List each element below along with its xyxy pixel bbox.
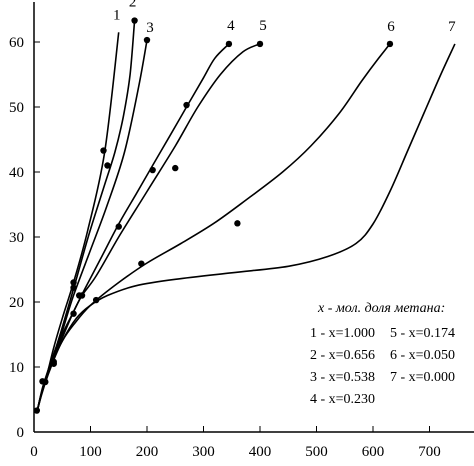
- tick-marks: 0 100 200 300 400 500 600 700 0 10 20 30 40 50 60: [9, 35, 441, 460]
- data-point-6: [138, 260, 145, 267]
- data-point-3: [143, 36, 151, 44]
- x-tick-label: 700: [418, 444, 441, 460]
- data-point-4: [225, 40, 233, 48]
- x-tick-label: 0: [30, 444, 38, 460]
- data-point-5: [33, 407, 41, 414]
- data-point-4: [115, 223, 122, 230]
- data-point-6: [234, 220, 241, 227]
- x-tick-label: 400: [249, 444, 272, 460]
- series-line-7: [36, 43, 456, 413]
- series-line-1: [36, 32, 120, 413]
- data-point-3: [42, 378, 49, 386]
- curve-label-4: 4: [227, 18, 235, 34]
- series-line-5: [36, 43, 261, 413]
- series-line-4: [36, 43, 230, 413]
- legend-item-5: 5 - x=0.174: [390, 326, 455, 341]
- legend-item-1: 1 - x=1.000: [310, 326, 375, 341]
- data-point-5: [256, 40, 264, 48]
- x-tick-label: 100: [79, 444, 102, 460]
- data-point-3: [104, 162, 111, 169]
- y-tick-label: 40: [9, 165, 24, 181]
- x-tick-label: 500: [305, 444, 328, 460]
- y-tick-label: 60: [9, 35, 24, 51]
- legend-item-2: 2 - x=0.656: [310, 348, 375, 363]
- data-point-3: [70, 279, 77, 286]
- x-tick-label: 300: [192, 444, 215, 460]
- curve-label-7: 7: [448, 19, 456, 35]
- x-tick-label: 600: [362, 444, 385, 460]
- curve-label-2: 2: [129, 0, 137, 11]
- data-point-6: [386, 40, 394, 48]
- series-markers: [33, 17, 394, 414]
- curve-label-5: 5: [259, 18, 267, 34]
- legend-item-7: 7 - x=0.000: [390, 370, 455, 385]
- axes: 0 100 200 300 400 500 600 700 0 10 20 30 40 50 60: [9, 2, 474, 460]
- curve-labels: 123 4 5 6 7: [113, 0, 456, 36]
- legend-item-6: 6 - x=0.050: [390, 348, 455, 363]
- y-tick-label: 10: [9, 360, 24, 376]
- data-point-2: [131, 17, 138, 24]
- data-point-6: [92, 296, 100, 304]
- data-point-5: [50, 360, 57, 367]
- legend-item-4: 4 - x=0.230: [310, 392, 375, 407]
- data-point-5: [172, 164, 179, 172]
- data-point-2: [100, 147, 107, 154]
- data-point-4: [70, 310, 77, 317]
- curve-label-1: 1: [113, 7, 121, 23]
- data-point-4: [149, 166, 156, 174]
- y-tick-label: 20: [9, 295, 24, 311]
- data-point-4: [183, 101, 190, 109]
- legend: x - мол. доля метана: 1 - x=1.000 5 - x=…: [310, 301, 455, 407]
- x-tick-label: 200: [136, 444, 159, 460]
- data-point-5: [78, 292, 86, 299]
- legend-item-3: 3 - x=0.538: [310, 370, 375, 385]
- curve-label-3: 3: [146, 20, 154, 36]
- y-tick-label: 30: [9, 230, 24, 246]
- legend-title: x - мол. доля метана:: [317, 301, 445, 316]
- y-tick-label: 50: [9, 100, 24, 116]
- y-tick-label: 0: [17, 425, 25, 441]
- curve-label-6: 6: [387, 19, 395, 35]
- data-point-2: [70, 284, 77, 291]
